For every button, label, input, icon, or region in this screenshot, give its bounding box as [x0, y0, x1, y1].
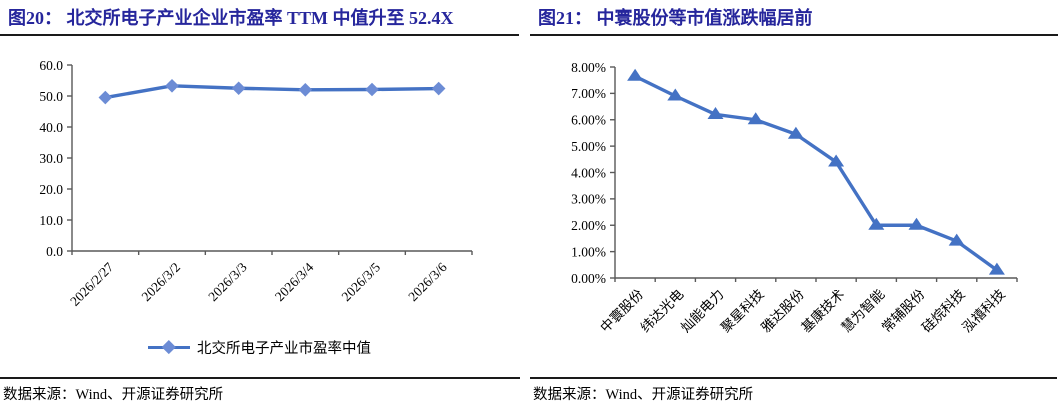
x-tick-label: 常辅股份	[879, 286, 928, 335]
x-tick-label: 慧为智能	[839, 287, 888, 336]
data-point-marker	[747, 112, 764, 125]
figure21-panel: 图21： 中寰股份等市值涨跌幅居前 0.00% 1.00% 2.00% 3.00% 4.…	[530, 0, 1060, 414]
y-tick-label: 30.0	[39, 151, 63, 166]
figure20-source: 数据来源：Wind、开源证券研究所	[3, 387, 224, 403]
figure21-title-underline	[530, 34, 1058, 37]
data-point-marker	[98, 90, 113, 105]
y-tick-label: 0.0	[46, 244, 63, 259]
x-tick-label: 聚星科技	[718, 286, 767, 335]
x-tick-label: 2026/3/3	[205, 259, 250, 304]
market-cap-change-line-chart: 0.00% 1.00% 2.00% 3.00% 4.00% 5.00% 6.00% 7.00%…	[571, 60, 1018, 336]
pe-ttm-median-line-chart: 0.0 10.0 20.0 30.0 40.0 50.0 60.0 2026/2/27 2026…	[39, 58, 473, 309]
series-line	[103, 84, 441, 100]
data-point-marker	[365, 82, 379, 97]
x-tick-label: 2026/2/27	[67, 259, 116, 308]
series-line	[633, 74, 999, 272]
figure21-source-divider	[530, 377, 1057, 379]
y-tick-label: 20.0	[39, 182, 63, 197]
y-tick-label: 4.00%	[571, 165, 606, 180]
x-tick-label: 2026/3/2	[139, 260, 184, 305]
y-tick-label: 3.00%	[571, 192, 606, 207]
y-tick-label: 8.00%	[571, 60, 606, 75]
x-tick-label: 中寰股份	[597, 286, 646, 335]
legend-diamond-marker	[162, 340, 176, 354]
data-point-marker	[627, 68, 644, 81]
x-tick-label: 泓禧科技	[959, 286, 1008, 335]
figure20-source-divider	[0, 377, 520, 379]
x-tick-label: 硅烷科技	[919, 286, 968, 335]
data-point-marker	[231, 81, 246, 96]
data-point-marker	[298, 83, 313, 97]
legend-line-diamond-icon	[148, 340, 190, 354]
y-tick-label: 40.0	[39, 120, 63, 135]
figure20-legend-label: 北交所电子产业市盈率中值	[197, 340, 371, 357]
data-point-marker	[787, 126, 804, 139]
y-tick-label: 10.0	[39, 213, 63, 228]
x-tick-label: 2026/3/4	[272, 259, 317, 304]
data-point-marker	[707, 106, 724, 119]
y-tick-label: 50.0	[39, 89, 63, 104]
y-tick-label: 5.00%	[571, 139, 606, 154]
x-tick-label: 2026/3/6	[405, 259, 450, 304]
figure20-title: 图20： 北交所电子产业企业市盈率 TTM 中值升至 52.4X	[8, 8, 454, 28]
x-tick-label: 雅达股份	[758, 286, 807, 335]
y-tick-label: 7.00%	[571, 86, 606, 101]
y-tick-label: 6.00%	[571, 113, 606, 128]
x-tick-label: 灿能电力	[678, 287, 727, 336]
x-tick-label: 基康技术	[798, 286, 847, 335]
data-point-marker	[868, 217, 885, 230]
y-tick-label: 2.00%	[571, 218, 606, 233]
y-tick-label: 0.00%	[571, 271, 606, 286]
y-tick-label: 60.0	[39, 58, 63, 73]
data-point-marker	[165, 78, 179, 93]
figure20-title-underline	[0, 34, 519, 37]
data-point-marker	[431, 81, 446, 96]
y-tick-label: 1.00%	[571, 244, 606, 259]
x-tick-label: 纬达光电	[638, 287, 687, 336]
figure21-source: 数据来源：Wind、开源证券研究所	[533, 387, 754, 403]
figure21-title: 图21： 中寰股份等市值涨跌幅居前	[538, 8, 813, 28]
data-point-marker	[828, 154, 845, 167]
data-point-marker	[908, 217, 925, 230]
data-point-marker	[948, 233, 965, 246]
figure20-panel: 图20： 北交所电子产业企业市盈率 TTM 中值升至 52.4X 0.0 10.0…	[0, 8, 520, 403]
figure20-legend: 北交所电子产业市盈率中值	[0, 336, 519, 358]
data-point-marker	[988, 262, 1005, 275]
x-tick-label: 2026/3/5	[339, 259, 384, 304]
data-point-marker	[667, 88, 684, 101]
